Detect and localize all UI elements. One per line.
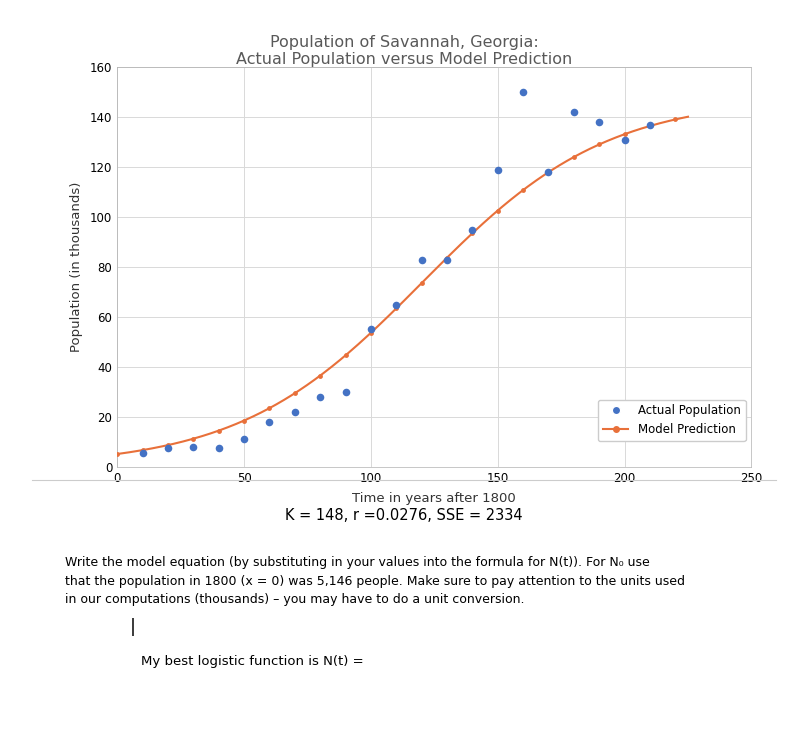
Point — [618, 134, 631, 146]
Point — [466, 223, 479, 235]
Text: Actual Population versus Model Prediction: Actual Population versus Model Predictio… — [236, 52, 572, 66]
Text: Population of Savannah, Georgia:: Population of Savannah, Georgia: — [270, 35, 538, 50]
Text: |: | — [129, 619, 135, 636]
Point — [567, 106, 580, 118]
Text: that the population in 1800 (x = 0) was 5,146 people. Make sure to pay attention: that the population in 1800 (x = 0) was … — [65, 574, 684, 588]
Point — [213, 442, 225, 454]
Point — [516, 86, 529, 98]
Point — [187, 441, 200, 453]
Point — [288, 406, 301, 418]
Legend: Actual Population, Model Prediction: Actual Population, Model Prediction — [598, 400, 746, 441]
Point — [314, 391, 326, 403]
Point — [440, 253, 453, 265]
Point — [389, 299, 402, 311]
Point — [643, 119, 656, 131]
Text: in our computations (thousands) – you may have to do a unit conversion.: in our computations (thousands) – you ma… — [65, 593, 524, 607]
Point — [364, 323, 377, 335]
X-axis label: Time in years after 1800: Time in years after 1800 — [352, 492, 516, 505]
Point — [339, 386, 352, 398]
Point — [491, 164, 504, 176]
Text: K = 148, r =0.0276, SSE = 2334: K = 148, r =0.0276, SSE = 2334 — [285, 508, 523, 523]
Text: My best logistic function is N(t) =: My best logistic function is N(t) = — [141, 654, 364, 668]
Text: Write the model equation (by substituting in your values into the formula for N(: Write the model equation (by substitutin… — [65, 556, 650, 569]
Point — [136, 447, 149, 459]
Y-axis label: Population (in thousands): Population (in thousands) — [70, 182, 83, 353]
Point — [263, 416, 276, 428]
Point — [593, 117, 606, 128]
Point — [542, 166, 555, 178]
Point — [162, 442, 175, 454]
Point — [415, 253, 428, 265]
Point — [238, 433, 250, 445]
